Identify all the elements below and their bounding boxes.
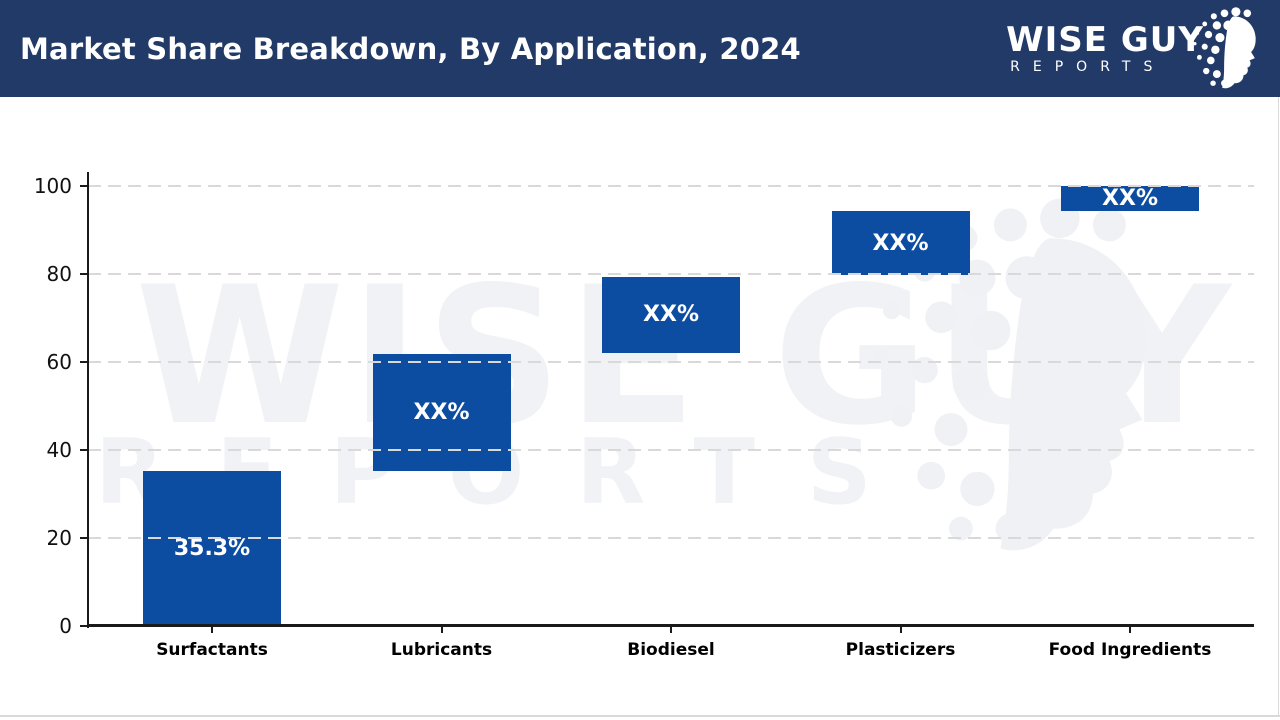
page-edge-right [1278, 97, 1279, 716]
x-tick-mark [670, 626, 672, 633]
y-tick-label: 20 [46, 526, 72, 550]
bar: XX% [602, 277, 740, 353]
x-category-label: Lubricants [390, 640, 493, 660]
y-tick-mark [80, 185, 88, 187]
wiseguy-logo-text: WISE GUY REPORTS [1006, 23, 1204, 74]
wiseguy-face-icon [1193, 6, 1256, 88]
x-category-label: Plasticizers [845, 640, 956, 660]
bar-value-label: XX% [872, 230, 929, 256]
x-category-label: Food Ingredients [1048, 640, 1212, 660]
bar-value-label: XX% [643, 302, 699, 328]
y-tick-label: 40 [46, 438, 72, 462]
y-tick-label: 100 [33, 174, 72, 198]
bar-value-label: XX% [1102, 186, 1158, 212]
x-category-label: Surfactants [156, 640, 268, 660]
bar: XX% [831, 211, 970, 276]
gridline [88, 449, 1254, 451]
gridline [88, 361, 1254, 363]
x-tick-mark [1129, 626, 1131, 633]
header-bar: Market Share Breakdown, By Application, … [0, 0, 1280, 97]
y-axis-line [86, 172, 89, 628]
y-tick-mark [80, 449, 88, 451]
page-edge-bottom [0, 715, 1280, 717]
gridline [88, 273, 1254, 275]
gridline [88, 185, 1254, 187]
bar-value-label: 35.3% [173, 535, 251, 561]
x-axis-line [86, 624, 1254, 627]
bar-value-label: XX% [413, 399, 470, 425]
y-tick-label: 0 [59, 614, 72, 638]
y-tick-mark [80, 273, 88, 275]
page-title: Market Share Breakdown, By Application, … [20, 31, 801, 66]
logo-wordmark: WISE GUY [1006, 20, 1204, 60]
x-tick-mark [899, 626, 902, 633]
logo-subtitle: REPORTS [1010, 59, 1166, 75]
y-tick-mark [80, 625, 88, 627]
bar: XX% [1061, 186, 1199, 212]
x-tick-mark [211, 626, 213, 633]
x-category-label: Biodiesel [627, 640, 715, 660]
y-tick-mark [80, 361, 88, 363]
y-tick-mark [80, 537, 88, 539]
y-tick-label: 60 [46, 350, 72, 374]
wiseguy-logo: WISE GUY REPORTS [1006, 6, 1264, 91]
gridline [88, 537, 1254, 539]
y-tick-label: 80 [46, 262, 72, 286]
bar: 35.3% [143, 470, 281, 626]
x-tick-mark [440, 626, 443, 633]
bar: XX% [372, 353, 511, 471]
